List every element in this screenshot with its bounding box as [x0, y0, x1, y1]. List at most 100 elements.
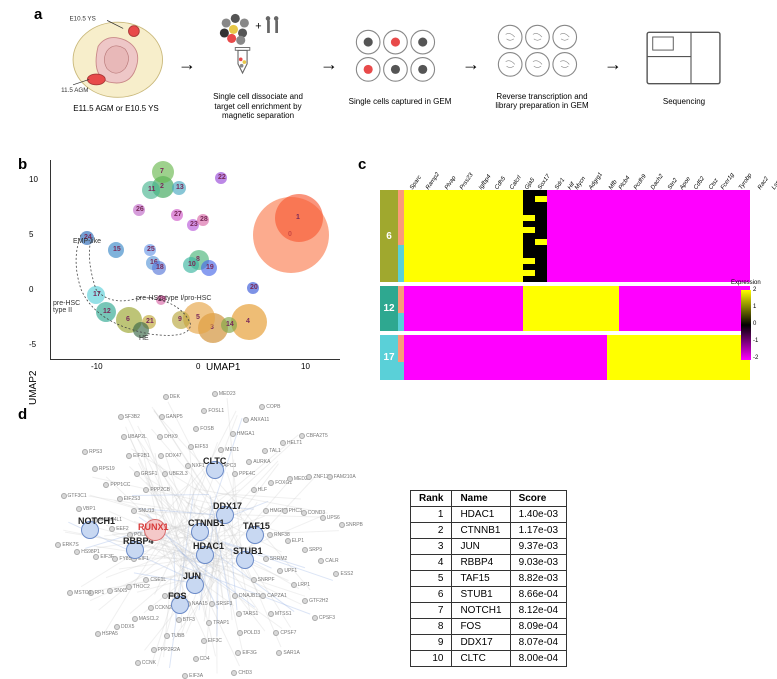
network-node-label: MED23 — [219, 391, 236, 397]
cluster-number: 10 — [188, 261, 196, 268]
gene-label: Mfb — [608, 179, 619, 191]
network-node — [209, 601, 215, 607]
table-row: 7NOTCH18.12e-04 — [411, 603, 567, 619]
network-node-label: SNRPB — [346, 522, 363, 528]
table-row: 1HDAC11.40e-03 — [411, 507, 567, 523]
network-node — [193, 656, 199, 662]
umap-x-axis: UMAP1 — [206, 362, 240, 373]
legend-tick: 2 — [753, 287, 756, 293]
gene-label: Rac2 — [757, 176, 770, 191]
network-node-label: SNX5 — [114, 588, 127, 594]
gene-label: Calcrl — [509, 175, 523, 191]
network-node-label: SNU13 — [138, 508, 154, 514]
table-cell: 9.37e-03 — [510, 539, 566, 555]
network-node — [76, 506, 82, 512]
network-node — [61, 493, 67, 499]
network-hub-label: FOS — [168, 591, 187, 601]
cluster-number: 4 — [246, 318, 250, 325]
step-seq: Sequencing — [628, 23, 740, 107]
network-node — [299, 433, 305, 439]
network-hub-label: CTNNB1 — [188, 518, 225, 528]
network-node-label: CAPZA1 — [267, 593, 286, 599]
table-cell: 8.66e-04 — [510, 587, 566, 603]
network-node — [251, 487, 257, 493]
network-node-label: FOSL1 — [208, 408, 224, 414]
network-node-label: UBE2L3 — [169, 471, 188, 477]
network-node — [276, 650, 282, 656]
network-node — [74, 549, 80, 555]
network-node — [55, 542, 61, 548]
network-graph: RNF38ELP1SRP9CALRESS2SRRM2UPF1LRP1GTF2H2… — [30, 410, 370, 650]
heatmap-group: 6 — [380, 190, 750, 282]
network-node-label: ESS2 — [340, 571, 353, 577]
network-node — [291, 582, 297, 588]
legend-tick: 0 — [753, 321, 756, 327]
network-node-label: EIF53 — [195, 444, 208, 450]
network-node — [287, 476, 293, 482]
table-cell: 8.00e-04 — [510, 651, 566, 667]
network-center-label: RUNX1 — [138, 522, 169, 532]
network-node — [135, 660, 141, 666]
umap-annotation: HE — [139, 335, 149, 342]
network-node — [263, 556, 269, 562]
network-node-label: EIF3A — [189, 673, 203, 679]
network-node-label: GTF2H2 — [309, 598, 328, 604]
umap-plot: 0123456789101112131415161718192021222324… — [50, 160, 340, 360]
network-node-label: HMGA1 — [237, 431, 255, 437]
svg-text:+: + — [255, 20, 261, 32]
panel-d-label: d — [18, 406, 27, 423]
table-row: 10CLTC8.00e-04 — [411, 651, 567, 667]
ytick: 5 — [29, 230, 33, 239]
gene-label: Apoe — [679, 176, 692, 191]
network-node-label: UPS6 — [327, 515, 340, 521]
network-node — [230, 431, 236, 437]
gene-label: Tyrobp — [738, 173, 753, 191]
table-cell: 8.12e-04 — [510, 603, 566, 619]
step-embryo: E10.5 YS E11.5 AGM E11.5 AGM or E10.5 YS — [60, 15, 172, 114]
umap-y-axis: UMAP2 — [28, 371, 39, 405]
table-cell: 8.07e-04 — [510, 635, 566, 651]
network-node — [148, 605, 154, 611]
network-node — [103, 482, 109, 488]
table-header: Name — [452, 491, 510, 507]
network-node-label: DDX47 — [165, 453, 181, 459]
network-node-label: DDX5 — [121, 624, 134, 630]
network-node — [318, 558, 324, 564]
network-node-label: GTF3C1 — [68, 493, 87, 499]
panel-a-label: a — [34, 6, 42, 23]
network-node-label: EIF3C — [208, 638, 222, 644]
network-node — [232, 593, 238, 599]
network-node — [126, 453, 132, 459]
caption-gem: Single cells captured in GEM — [349, 97, 452, 107]
heatmap-group-id: 12 — [380, 286, 398, 331]
cluster-number: 12 — [103, 308, 111, 315]
table-cell: NOTCH1 — [452, 603, 510, 619]
network-node-label: TAL1 — [269, 448, 281, 454]
network-node — [218, 447, 224, 453]
arrow-icon: → — [604, 54, 622, 75]
table-row: 4RBBP49.03e-03 — [411, 555, 567, 571]
network-node-label: SRSF3 — [216, 601, 232, 607]
network-node-label: THOC2 — [133, 584, 150, 590]
network-node-label: PHC3 — [289, 508, 302, 514]
table-cell: 10 — [411, 651, 452, 667]
gene-label: Adgrg1 — [588, 172, 604, 191]
caption-seq: Sequencing — [663, 97, 705, 107]
network-node — [163, 394, 169, 400]
step-dissociate: + Single cell dissociate and target cell… — [202, 8, 314, 121]
table-row: 3JUN9.37e-03 — [411, 539, 567, 555]
legend-tick: -1 — [753, 338, 758, 344]
table-cell: 9.03e-03 — [510, 555, 566, 571]
legend-tick: 1 — [753, 304, 756, 310]
network-node — [302, 598, 308, 604]
arrow-icon: → — [178, 54, 196, 75]
network-node — [237, 630, 243, 636]
network-node — [301, 510, 307, 516]
ytick: -5 — [29, 340, 36, 349]
table-cell: 8.09e-04 — [510, 619, 566, 635]
agm-label-svg: E11.5 AGM — [61, 87, 88, 94]
gene-label: Prss23 — [459, 172, 475, 191]
network-node-label: VBP1 — [83, 506, 96, 512]
cluster-number: 2 — [160, 183, 164, 190]
network-node-label: TRAP1 — [213, 620, 229, 626]
